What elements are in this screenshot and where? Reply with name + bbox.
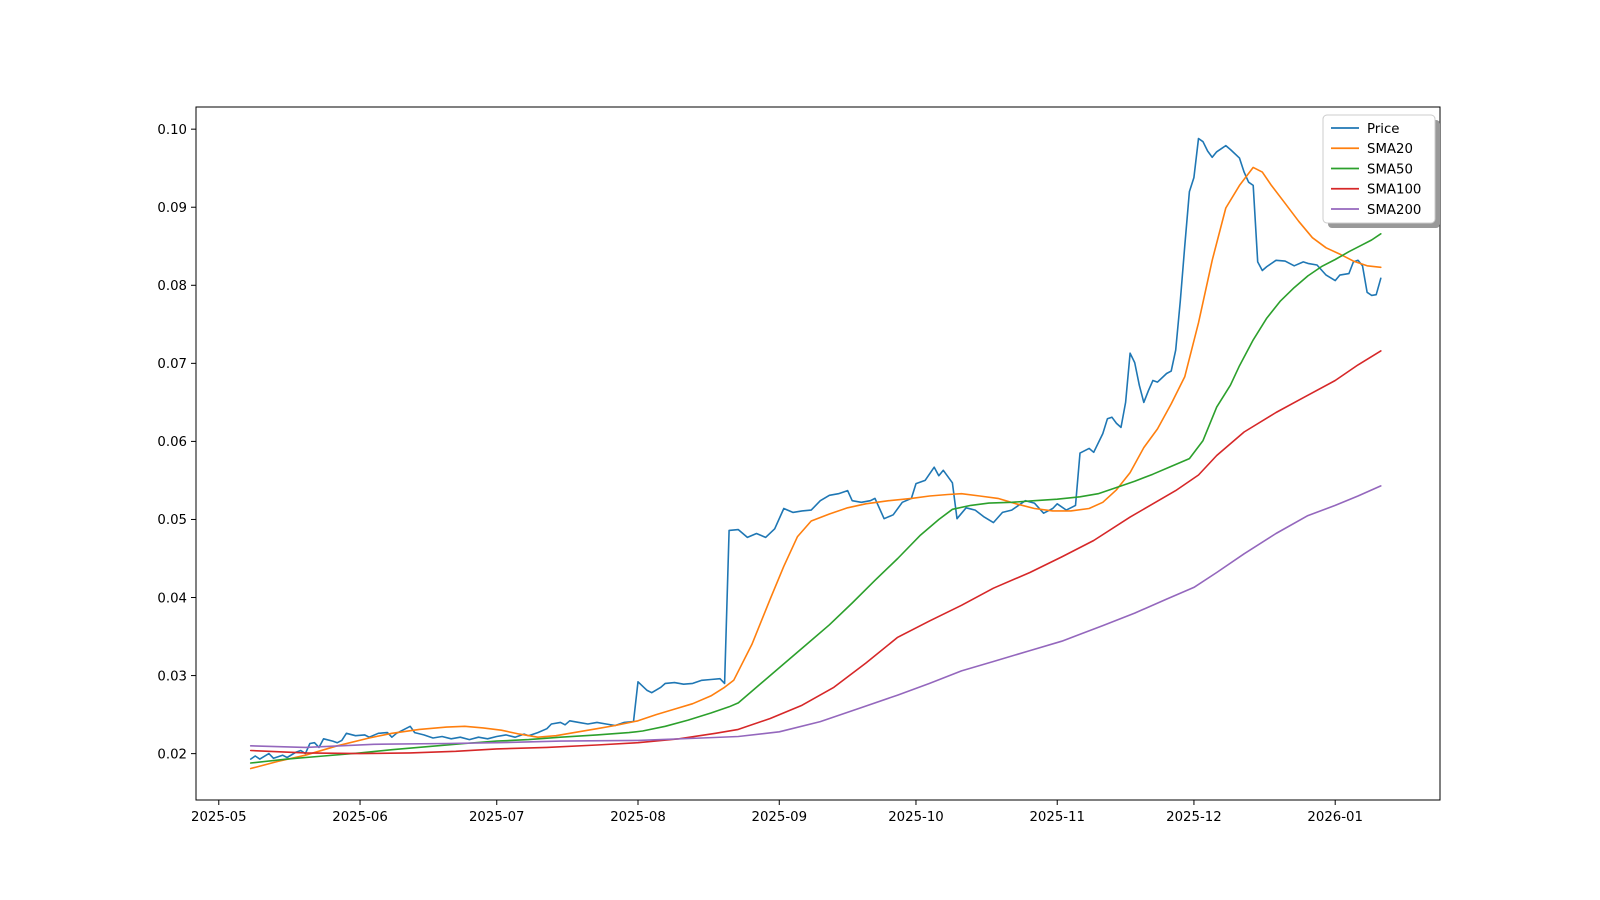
- x-tick-label: 2025-11: [1029, 810, 1085, 825]
- y-tick-label: 0.05: [157, 513, 187, 528]
- legend-label: SMA100: [1367, 183, 1421, 198]
- x-tick-label: 2026-01: [1307, 810, 1363, 825]
- y-tick-label: 0.02: [157, 747, 187, 762]
- legend-item-sma50: SMA50: [1331, 162, 1413, 177]
- series-line-price: [249, 137, 1382, 760]
- series-line-sma20: [249, 166, 1382, 770]
- y-axis: 0.02 0.03 0.04 0.05 0.06 0.07 0.08 0.09 0.10: [157, 123, 196, 762]
- x-tick-label: 2025-09: [751, 810, 807, 825]
- x-tick-label: 2025-06: [332, 810, 388, 825]
- series-line-sma100: [249, 350, 1382, 755]
- x-tick-label: 2025-12: [1166, 810, 1222, 825]
- y-tick-label: 0.04: [157, 591, 187, 606]
- legend-label: SMA200: [1367, 203, 1421, 218]
- legend-item-sma100: SMA100: [1331, 183, 1421, 198]
- series-line-sma50: [249, 233, 1382, 764]
- legend-label: Price: [1367, 122, 1399, 137]
- x-tick-label: 2025-08: [610, 810, 666, 825]
- series-lines: [249, 137, 1382, 770]
- plot-border: [195, 106, 1441, 801]
- y-tick-label: 0.08: [157, 279, 187, 294]
- x-tick-label: 2025-07: [469, 810, 525, 825]
- y-tick-label: 0.10: [157, 123, 187, 138]
- series-line-sma200: [249, 485, 1382, 749]
- legend-box: [1322, 114, 1436, 224]
- x-tick-label: 2025-10: [888, 810, 944, 825]
- legend-label: SMA50: [1367, 162, 1413, 177]
- x-tick-label: 2025-05: [191, 810, 247, 825]
- y-tick-label: 0.06: [157, 435, 187, 450]
- legend-label: SMA20: [1367, 142, 1413, 157]
- legend-item-sma20: SMA20: [1331, 142, 1413, 157]
- legend-item-sma200: SMA200: [1331, 203, 1421, 218]
- y-tick-label: 0.03: [157, 669, 187, 684]
- y-tick-label: 0.07: [157, 357, 187, 372]
- legend-item-price: Price: [1331, 122, 1399, 137]
- y-tick-label: 0.09: [157, 201, 187, 216]
- legend: Price SMA20 SMA50 SMA100 SMA200: [1322, 114, 1440, 228]
- x-axis: 2025-05 2025-06 2025-07 2025-08 2025-09 2025-…: [191, 800, 1363, 825]
